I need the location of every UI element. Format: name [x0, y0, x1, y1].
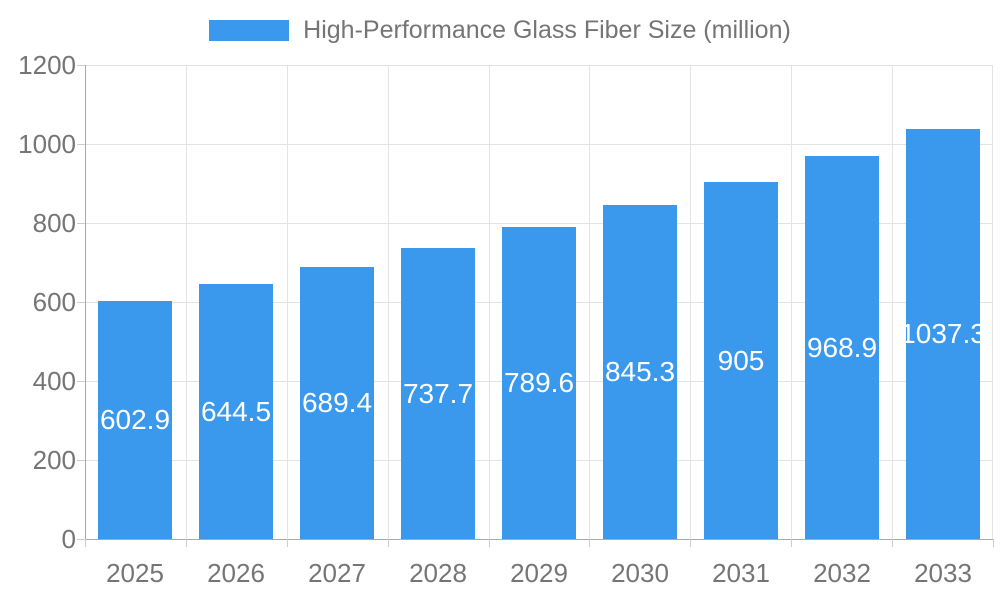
legend-swatch — [209, 19, 290, 41]
gridline-vertical — [690, 65, 691, 539]
gridline-horizontal — [85, 144, 993, 145]
gridline-vertical — [489, 65, 490, 539]
gridline-horizontal — [85, 65, 993, 66]
gridline-vertical — [992, 65, 993, 539]
x-axis-tick-label: 2029 — [510, 558, 568, 588]
chart-legend[interactable]: High-Performance Glass Fiber Size (milli… — [0, 13, 1000, 47]
y-axis-tick-label: 1200 — [18, 50, 76, 80]
x-axis-tick — [892, 539, 893, 547]
x-axis-tick-label: 2033 — [914, 558, 972, 588]
gridline-vertical — [892, 65, 893, 539]
x-axis-tick-label: 2026 — [207, 558, 265, 588]
y-axis-tick-label: 800 — [32, 208, 76, 238]
bar — [401, 248, 475, 539]
bar-value-label: 737.7 — [402, 378, 474, 409]
bar — [704, 182, 778, 539]
y-axis-tick-label: 600 — [32, 287, 76, 317]
y-axis-tick — [77, 65, 85, 66]
x-axis-tick — [993, 539, 994, 547]
x-axis-tick — [85, 539, 86, 547]
gridline-vertical — [287, 65, 288, 539]
y-axis-tick — [77, 302, 85, 303]
bar — [906, 129, 980, 539]
x-axis-tick-label: 2027 — [308, 558, 366, 588]
x-axis-tick-label: 2032 — [813, 558, 871, 588]
x-axis-tick-label: 2025 — [106, 558, 164, 588]
y-axis-tick — [77, 539, 85, 540]
x-axis-tick-label: 2028 — [409, 558, 467, 588]
bar — [98, 301, 172, 539]
bar-value-label: 789.6 — [503, 367, 575, 398]
x-axis-line — [85, 539, 993, 540]
bar-value-label: 1037.3 — [900, 318, 986, 349]
gridline-vertical — [589, 65, 590, 539]
bar — [502, 227, 576, 539]
bar — [199, 284, 273, 539]
y-axis-line — [85, 65, 86, 539]
y-axis-tick — [77, 223, 85, 224]
y-axis-tick — [77, 144, 85, 145]
y-axis-tick — [77, 381, 85, 382]
gridline-vertical — [186, 65, 187, 539]
y-axis-tick-label: 200 — [32, 445, 76, 475]
bar-value-label: 845.3 — [604, 356, 676, 387]
x-axis-tick-label: 2030 — [611, 558, 669, 588]
bar-value-label: 602.9 — [99, 404, 171, 435]
y-axis-tick-label: 400 — [32, 366, 76, 396]
x-axis-tick — [489, 539, 490, 547]
bar-value-label: 689.4 — [301, 387, 373, 418]
x-axis-tick — [388, 539, 389, 547]
y-axis-tick-label: 0 — [61, 524, 76, 554]
y-axis-tick — [77, 460, 85, 461]
bar — [805, 156, 879, 539]
bar-value-label: 968.9 — [806, 332, 878, 363]
bar-value-label: 644.5 — [200, 396, 272, 427]
gridline-vertical — [388, 65, 389, 539]
x-axis-tick-label: 2031 — [712, 558, 770, 588]
y-axis-tick-label: 1000 — [18, 129, 76, 159]
x-axis-tick — [186, 539, 187, 547]
gridline-horizontal — [85, 223, 993, 224]
bar-value-label: 905 — [717, 345, 765, 376]
x-axis-tick — [791, 539, 792, 547]
bar — [300, 267, 374, 539]
bar — [603, 205, 677, 539]
x-axis-tick — [589, 539, 590, 547]
gridline-vertical — [791, 65, 792, 539]
x-axis-tick — [690, 539, 691, 547]
plot-area: 602.9 644.5 689.4 737.7 789.6 845.3 905 968.9 10… — [85, 65, 993, 540]
x-axis-tick — [287, 539, 288, 547]
legend-label: High-Performance Glass Fiber Size (milli… — [303, 15, 791, 44]
